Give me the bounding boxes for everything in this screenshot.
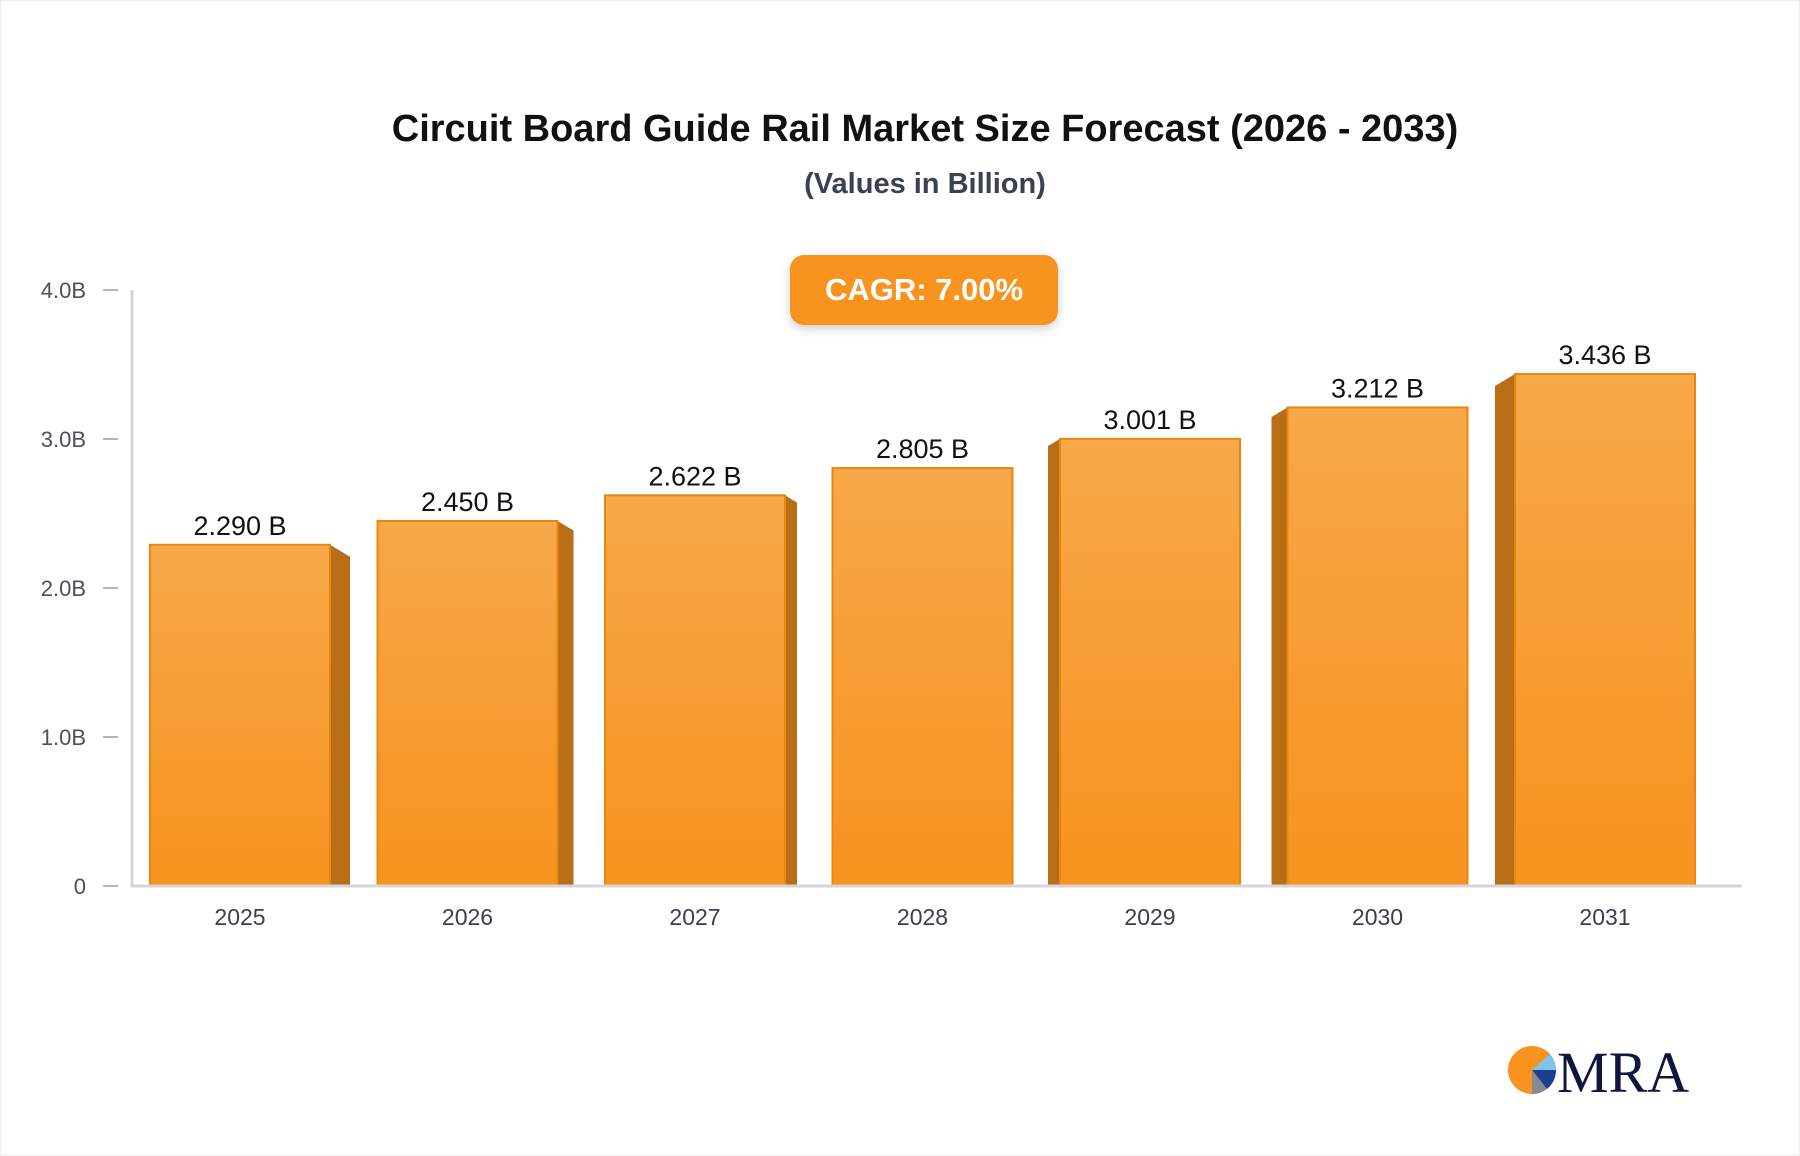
x-tick-label: 2028 [897, 904, 948, 930]
bar-side-face [330, 544, 350, 886]
bar-side-face [557, 520, 574, 886]
bar-2025 [149, 543, 331, 887]
bar-data-label: 3.001 B [1103, 405, 1196, 435]
bar-2030 [1286, 406, 1469, 887]
chart-title: Circuit Board Guide Rail Market Size For… [391, 108, 1459, 150]
x-tick-label: 2025 [214, 904, 265, 930]
bar-data-label: 2.290 B [193, 511, 286, 541]
svg-text:MRA: MRA [1557, 1040, 1689, 1100]
y-tick-label: 1.0B [41, 725, 86, 750]
bar-2027 [604, 494, 786, 887]
y-tick-label: 2.0B [41, 576, 86, 601]
x-tick-label: 2026 [442, 904, 493, 930]
bar-2031 [1514, 373, 1696, 887]
bar-side-face [785, 495, 797, 886]
x-tick-label: 2031 [1579, 904, 1630, 930]
x-tick-label: 2027 [669, 904, 720, 930]
x-tick-label: 2029 [1124, 904, 1175, 930]
bar-side-face [1495, 374, 1515, 886]
y-tick-label: 3.0B [41, 427, 86, 452]
bar-2028 [831, 467, 1014, 887]
chart-subtitle: (Values in Billion) [804, 168, 1046, 200]
bar-2026 [376, 519, 559, 887]
y-tick-label: 0 [74, 874, 86, 899]
bar-data-label: 2.805 B [876, 434, 969, 464]
y-tick-label: 4.0B [41, 278, 86, 303]
bar-2029 [1059, 437, 1241, 887]
mra-logo: MRA [1508, 1040, 1689, 1100]
x-tick-label: 2030 [1352, 904, 1403, 930]
bar-data-label: 3.436 B [1558, 340, 1651, 370]
bar-side-face [1271, 407, 1288, 886]
bar-data-label: 3.212 B [1331, 373, 1424, 403]
cagr-badge: CAGR: 7.00% [790, 255, 1058, 325]
bar-data-label: 2.450 B [421, 487, 514, 517]
bar-data-label: 2.622 B [648, 461, 741, 491]
bar-side-face [1048, 438, 1060, 886]
